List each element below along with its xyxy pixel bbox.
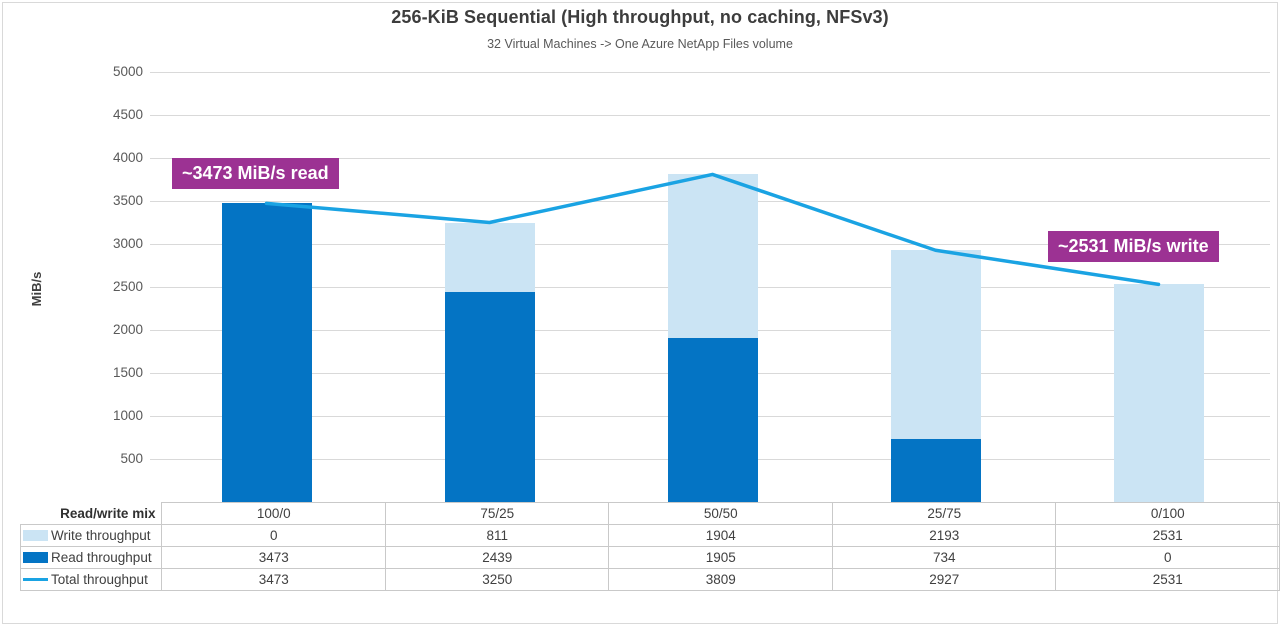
gridline <box>150 157 1270 159</box>
value-cell: 1905 <box>608 546 833 569</box>
value-cell: 2531 <box>1055 524 1280 547</box>
write-throughput-bar <box>890 250 981 439</box>
bar-legend-swatch <box>23 552 48 563</box>
series-name: Read throughput <box>51 550 152 565</box>
chart-subtitle: 32 Virtual Machines -> One Azure NetApp … <box>487 37 793 51</box>
read-throughput-bar <box>890 438 981 502</box>
value-cell: 3809 <box>608 568 833 591</box>
read-throughput-bar <box>444 292 535 502</box>
category-cell: 25/75 <box>831 502 1057 525</box>
data-table: Read/write mix 100/0 75/25 50/50 25/75 0/100 W… <box>19 502 1280 591</box>
category-cell: 75/25 <box>384 502 610 525</box>
table-row: Total throughput 3473 3250 3809 2927 2531 <box>19 568 1280 591</box>
gridline <box>150 71 1270 73</box>
category-cell: 0/100 <box>1055 502 1280 525</box>
value-cell: 2193 <box>831 524 1057 547</box>
write-throughput-bar <box>1113 284 1204 502</box>
y-axis-tick-label: 1000 <box>112 408 143 423</box>
value-cell: 0 <box>1055 546 1280 569</box>
value-cell: 2439 <box>384 546 610 569</box>
series-legend-cell: Read throughput <box>19 546 163 569</box>
table-row: Read throughput 3473 2439 1905 734 0 <box>19 546 1280 569</box>
value-cell: 811 <box>384 524 610 547</box>
value-cell: 2927 <box>831 568 1057 591</box>
value-cell: 3473 <box>161 546 386 569</box>
table-row: Read/write mix 100/0 75/25 50/50 25/75 0/100 <box>21 502 1280 525</box>
y-axis-tick-label: 4000 <box>112 150 143 165</box>
category-row-label: Read/write mix <box>60 505 156 521</box>
y-axis-tick-label: 4500 <box>112 107 143 122</box>
category-cell: 100/0 <box>161 502 386 525</box>
value-cell: 0 <box>161 524 386 547</box>
series-legend-cell: Total throughput <box>19 568 163 591</box>
y-axis-tick-label: 2000 <box>112 322 143 337</box>
y-axis-tick-label: 1500 <box>112 365 143 380</box>
value-cell: 3250 <box>384 568 610 591</box>
bar-legend-swatch <box>23 530 48 541</box>
y-axis-tick-label: 5000 <box>112 64 143 79</box>
y-axis-label: MiB/s <box>29 271 44 307</box>
read-throughput-annotation: ~3473 MiB/s read <box>172 158 339 189</box>
write-throughput-bar <box>667 174 758 339</box>
value-cell: 3473 <box>161 568 386 591</box>
gridline <box>150 114 1270 116</box>
value-cell: 734 <box>831 546 1057 569</box>
table-row: Write throughput 0 811 1904 2193 2531 <box>19 524 1280 547</box>
line-legend-swatch <box>23 578 48 581</box>
write-throughput-bar <box>444 222 535 293</box>
y-axis-tick-label: 500 <box>120 451 143 466</box>
value-cell: 2531 <box>1055 568 1280 591</box>
y-axis-tick-label: 3000 <box>112 236 143 251</box>
read-throughput-bar <box>667 338 758 502</box>
read-throughput-bar <box>221 203 312 502</box>
series-name: Total throughput <box>51 572 148 587</box>
y-axis-tick-label: 3500 <box>112 193 143 208</box>
y-axis-tick-label: 2500 <box>112 279 143 294</box>
series-name: Write throughput <box>51 528 151 543</box>
category-cell: 50/50 <box>608 502 833 525</box>
series-legend-cell: Write throughput <box>19 524 163 547</box>
write-throughput-annotation: ~2531 MiB/s write <box>1048 231 1219 262</box>
value-cell: 1904 <box>608 524 833 547</box>
chart-title: 256-KiB Sequential (High throughput, no … <box>391 7 889 27</box>
